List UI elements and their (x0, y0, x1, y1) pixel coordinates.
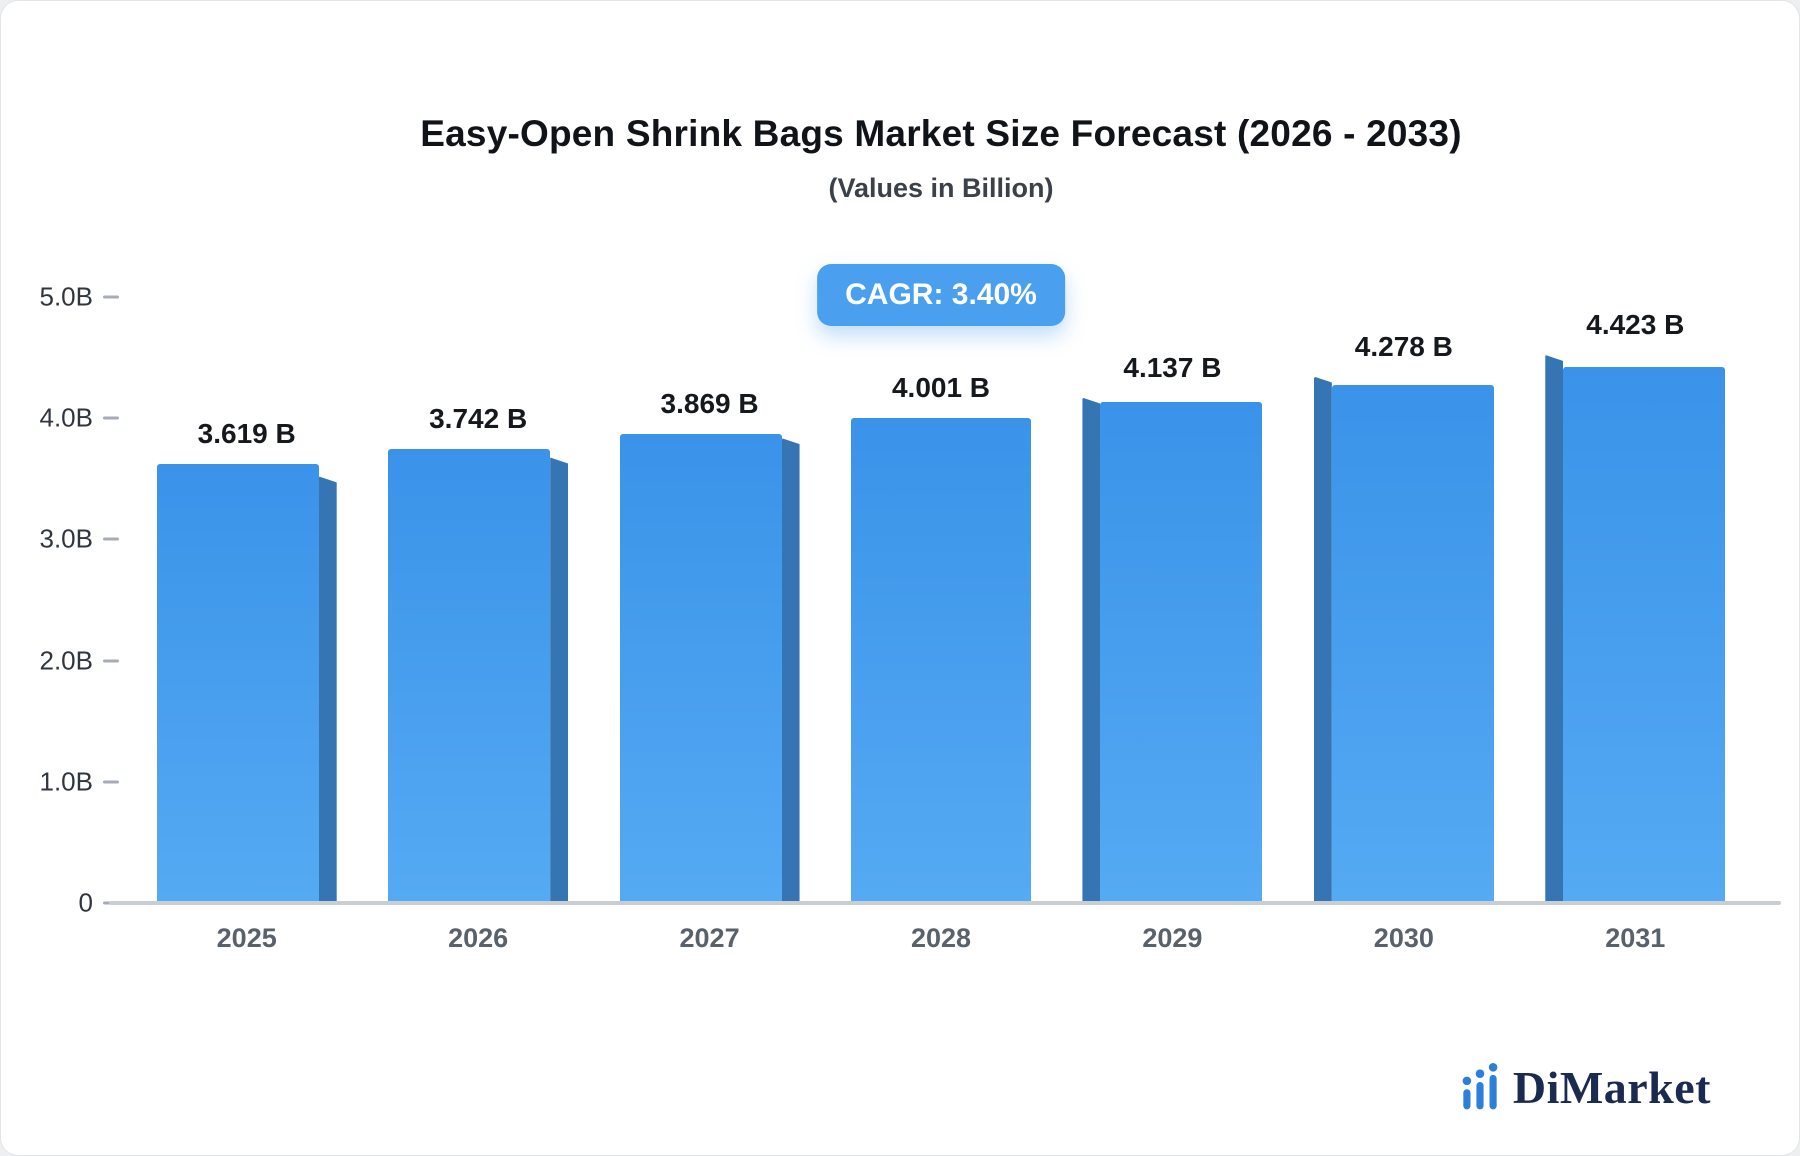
y-tick-4.0B: 4.0B (39, 402, 119, 434)
y-tick-label: 3.0B (39, 523, 94, 554)
cagr-badge: CAGR: 3.40% (817, 264, 1065, 326)
y-tick-mark (103, 295, 119, 299)
bar-face (388, 449, 551, 903)
x-tick-2025: 2025 (216, 923, 277, 953)
bar-value-label: 4.423 B (1586, 308, 1685, 340)
bar-side-face (1545, 354, 1564, 903)
bar-2025: 3.619 B (156, 297, 337, 903)
bar-side-face (1313, 376, 1332, 903)
x-tick-2028: 2028 (910, 923, 972, 953)
chart-title: Easy-Open Shrink Bags Market Size Foreca… (420, 113, 1462, 154)
bar-value-label: 4.278 B (1354, 330, 1453, 362)
bar-2028: 4.001 B (851, 297, 1031, 903)
chart-subtitle: (Values in Billion) (828, 173, 1054, 203)
y-tick-label: 0 (78, 887, 93, 918)
y-tick-label: 2.0B (39, 645, 94, 676)
bar-2027: 3.869 B (619, 297, 800, 903)
y-tick-label: 5.0B (39, 281, 94, 312)
bar-chart-plot: 3.619 B 3.742 B 3.869 B 4.001 B 4.137 B 4.278… (131, 297, 1751, 903)
bar-2029: 4.137 B (1082, 297, 1263, 903)
bar-face (1563, 366, 1726, 903)
dimarket-logo: DiMarket (1459, 1061, 1711, 1114)
y-axis: 5.0B 4.0B 3.0B 2.0B 1.0B 0 (1, 282, 119, 918)
bar-value-label: 4.001 B (891, 372, 991, 404)
y-tick-mark (103, 537, 119, 541)
y-tick-5.0B: 5.0B (39, 281, 119, 313)
cagr-badge-label: CAGR: 3.40% (845, 278, 1037, 311)
y-tick-mark (103, 416, 119, 420)
y-tick-2.0B: 2.0B (39, 645, 119, 676)
bar-value-label: 3.619 B (197, 418, 296, 450)
bar-2031: 4.423 B (1545, 297, 1726, 903)
y-tick-label: 1.0B (39, 766, 94, 797)
y-tick-label: 4.0B (39, 402, 94, 433)
bar-face (619, 434, 782, 903)
bar-face (156, 464, 319, 903)
logo-text: DiMarket (1512, 1062, 1711, 1113)
x-tick-2031: 2031 (1605, 923, 1666, 953)
bar-side-face (550, 457, 569, 903)
bar-value-label: 3.742 B (429, 403, 528, 435)
x-tick-2026: 2026 (448, 923, 509, 953)
bar-side-face (318, 476, 337, 903)
bar-face (1331, 384, 1494, 903)
x-tick-2029: 2029 (1142, 923, 1203, 953)
bar-side-face (781, 438, 800, 903)
bar-value-label: 4.137 B (1123, 351, 1222, 383)
bar-face (851, 418, 1031, 903)
y-tick-mark (103, 780, 119, 784)
x-axis-baseline (109, 901, 1781, 905)
bar-2030: 4.278 B (1313, 297, 1494, 903)
bar-2026: 3.742 B (388, 297, 569, 903)
bar-chart-icon (1462, 1062, 1498, 1109)
y-tick-1.0B: 1.0B (39, 766, 119, 797)
y-tick-mark (103, 659, 119, 663)
bar-value-label: 3.869 B (660, 388, 759, 420)
y-tick-3.0B: 3.0B (39, 523, 119, 555)
bar-side-face (1082, 397, 1101, 903)
x-axis: 2025 2026 2027 2028 2029 2030 2031 (131, 923, 1751, 963)
x-tick-2030: 2030 (1373, 923, 1434, 953)
x-tick-2027: 2027 (679, 923, 740, 953)
bar-face (1100, 401, 1263, 903)
